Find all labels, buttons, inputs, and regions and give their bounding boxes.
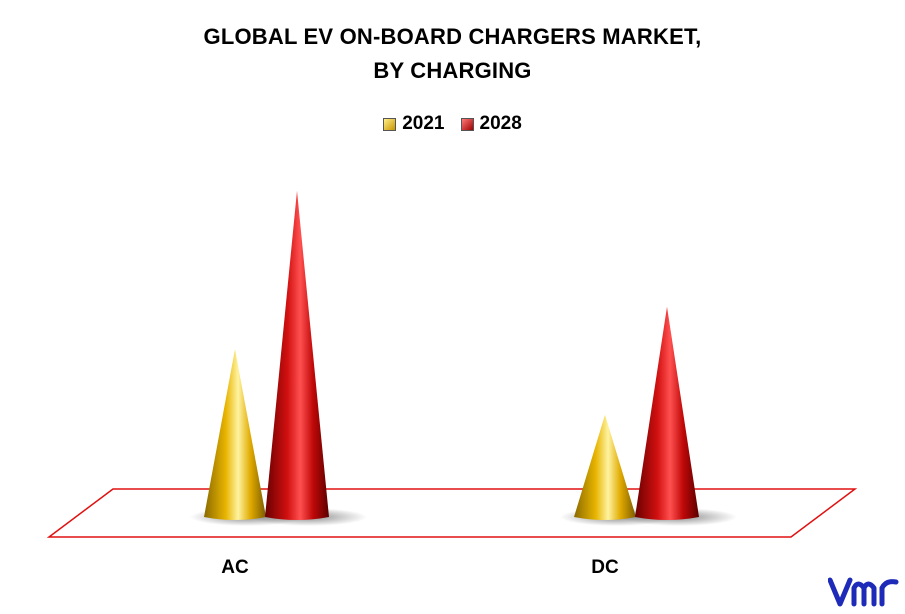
legend-label-2021: 2021 (402, 113, 445, 134)
legend-item-2021: 2021 (383, 113, 445, 135)
chart-title-line-2: BY CHARGING (373, 58, 532, 83)
legend-swatch-2028 (460, 117, 474, 131)
x-tick-label-dc: DC (591, 557, 619, 578)
cones (204, 190, 699, 520)
chart-title-line-1: GLOBAL EV ON-BOARD CHARGERS MARKET, (203, 24, 702, 49)
vmr-logo-icon (828, 577, 899, 607)
legend-swatch-2021 (383, 117, 397, 131)
legend-label-2028: 2028 (479, 113, 522, 134)
chart-floor (46, 488, 858, 538)
legend-item-2028: 2028 (460, 113, 522, 135)
legend: 2021 2028 (0, 113, 905, 135)
cone-ac-2028 (265, 190, 329, 520)
cone-ac-2021 (204, 349, 266, 520)
x-axis-labels: AC DC (221, 557, 619, 578)
cone-dc-2028 (635, 306, 699, 520)
cone-dc-2021 (574, 414, 636, 520)
x-tick-label-ac: AC (221, 557, 249, 578)
